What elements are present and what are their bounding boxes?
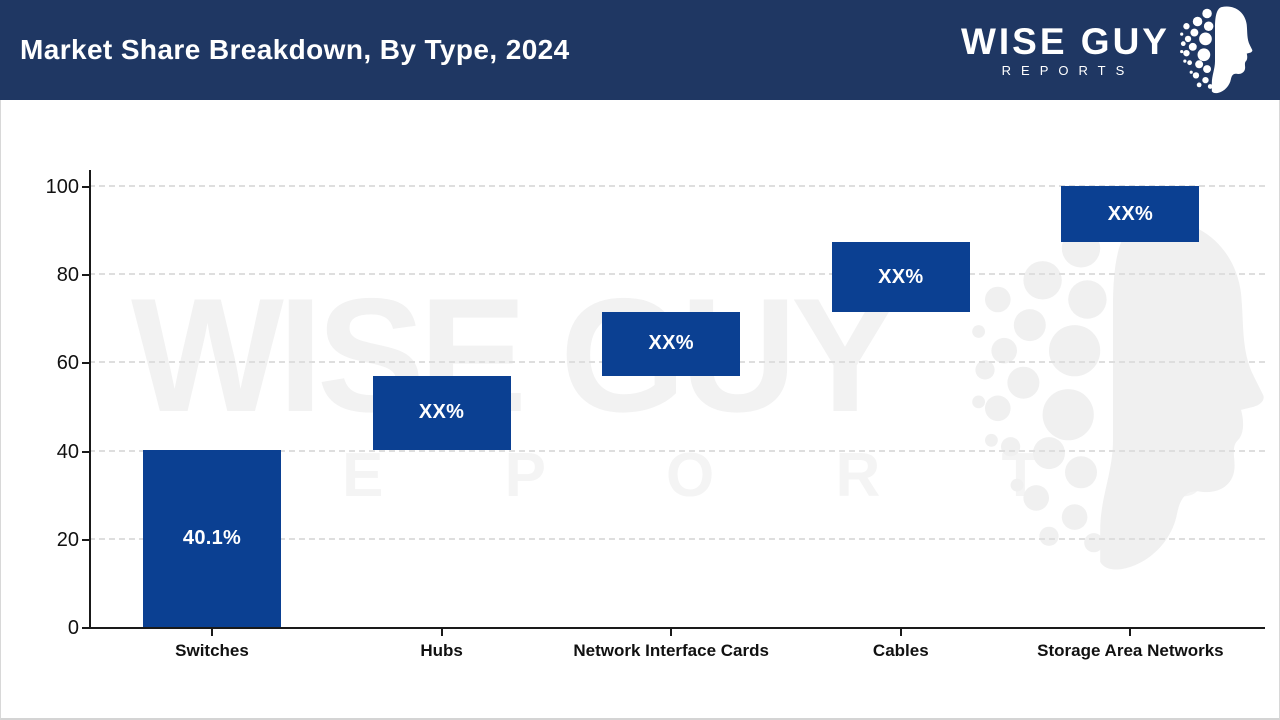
bar-value-label: XX% [878, 265, 924, 288]
bar-value-label: 40.1% [182, 527, 242, 550]
x-tick-2 [670, 629, 673, 636]
gridline-y40 [89, 449, 1265, 452]
x-category-label: Switches [175, 641, 249, 660]
x-tick-1 [440, 629, 443, 636]
bar-1: XX% [372, 375, 511, 451]
gridline-y80 [89, 273, 1265, 276]
chart-area: WISE GUY R E P O R T S 0 20 40 60 80 100 40.1%… [0, 100, 1280, 720]
y-tick-20 [82, 538, 89, 541]
logo-wordmark: WISE GUY [960, 20, 1170, 62]
watermark-wordmark: WISE GUY [131, 265, 899, 446]
gridline-y20 [89, 537, 1265, 540]
x-axis-line [89, 627, 1265, 629]
bar-3: XX% [831, 242, 970, 313]
y-tick-label-100: 100 [45, 176, 79, 198]
y-tick-60 [82, 362, 89, 365]
bar-value-label: XX% [1107, 202, 1154, 225]
x-category-label: Cables [872, 641, 929, 660]
x-category-label: Network Interface Cards [573, 641, 769, 660]
wise-guy-logo: WISE GUY REPORTS [961, 4, 1256, 96]
bar-value-label: XX% [648, 332, 694, 355]
logo-subtitle: REPORTS [1001, 62, 1135, 78]
y-tick-label-60: 60 [56, 352, 79, 375]
bar-4: XX% [1061, 186, 1200, 243]
bar-value-label: XX% [418, 401, 465, 424]
header-band: Market Share Breakdown, By Type, 2024 WI… [0, 0, 1280, 100]
dotted-head-icon [1180, 6, 1253, 94]
x-tick-0 [211, 629, 213, 636]
bar-2: XX% [602, 312, 741, 376]
y-tick-40 [82, 450, 89, 453]
x-category-label: Hubs [420, 641, 463, 660]
y-axis-line [89, 170, 91, 629]
y-tick-80 [82, 274, 89, 277]
y-tick-label-20: 20 [56, 528, 79, 551]
y-tick-label-40: 40 [56, 440, 79, 463]
x-tick-4 [1129, 629, 1132, 636]
y-tick-100 [82, 186, 89, 188]
bar-0: 40.1% [143, 450, 281, 627]
x-tick-3 [899, 629, 902, 636]
x-category-label: Storage Area Networks [1037, 641, 1224, 660]
gridline-y100 [89, 185, 1265, 187]
page-title: Market Share Breakdown, By Type, 2024 [20, 34, 570, 65]
y-tick-label-80: 80 [56, 264, 79, 287]
y-tick-0 [82, 627, 89, 629]
y-tick-label-0: 0 [67, 617, 79, 639]
logo-text: WISE GUY REPORTS [961, 23, 1170, 78]
